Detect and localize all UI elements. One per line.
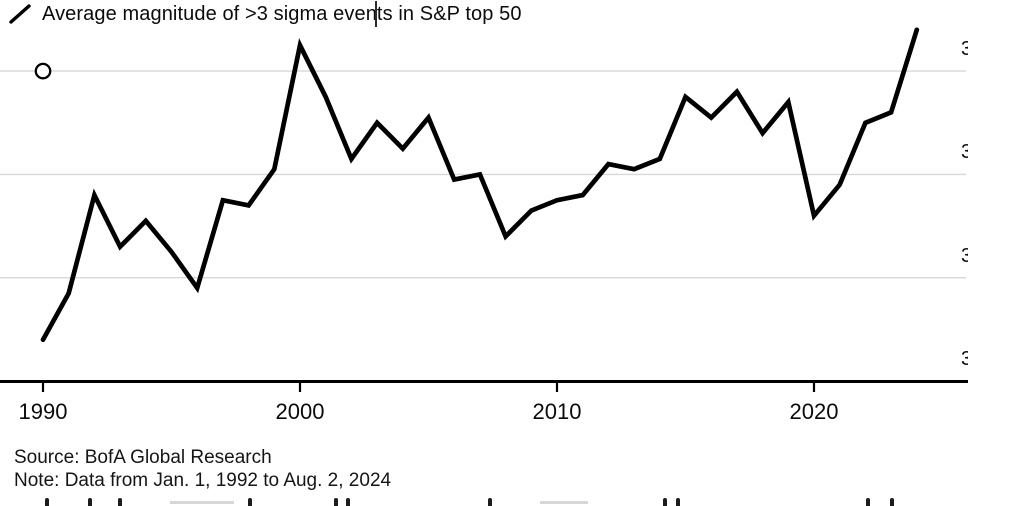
chart-header: Average magnitude of >3 sigma events in …	[8, 0, 522, 28]
source-text: Source: BofA Global Research	[14, 447, 272, 468]
clipped-glyph-top	[248, 498, 252, 506]
text-caret	[375, 1, 377, 27]
clipped-glyph-top	[346, 498, 350, 506]
clipped-glyph-top	[663, 498, 667, 506]
open-circle-marker	[34, 62, 52, 80]
series-line	[40, 27, 920, 343]
y-axis-tick-label: 3.6	[961, 141, 968, 163]
y-axis-tick-label: 3.8	[961, 38, 968, 60]
x-axis-tick-label: 2000	[275, 399, 325, 424]
clipped-paragraph-fragment	[0, 492, 1024, 506]
chart-canvas	[0, 27, 968, 392]
x-axis-tick-label: 2020	[789, 399, 839, 424]
clipped-glyph-top	[890, 498, 894, 506]
clipped-glyph-band	[170, 501, 234, 504]
clipped-glyph-top	[88, 498, 92, 506]
clipped-glyph-top	[118, 498, 122, 506]
x-axis-tick-label: 2010	[532, 399, 582, 424]
y-axis-tick-label: 3.4	[961, 245, 968, 267]
clipped-glyph-top	[334, 498, 338, 506]
clipped-glyph-top	[866, 498, 870, 506]
plot-area: 3.8 3.6 3.4 3.2	[0, 27, 968, 392]
chart-title: Average magnitude of >3 sigma events in …	[42, 2, 522, 25]
clipped-glyph-band	[540, 501, 588, 504]
note-text: Note: Data from Jan. 1, 1992 to Aug. 2, …	[14, 470, 392, 491]
x-axis-tick-label: 1990	[18, 399, 68, 424]
y-axis-tick-label: 3.2	[961, 348, 968, 370]
line-series-legend-key-icon	[9, 4, 31, 24]
clipped-glyph-top	[488, 498, 492, 506]
clipped-glyph-top	[676, 498, 680, 506]
clipped-glyph-top	[45, 498, 49, 506]
